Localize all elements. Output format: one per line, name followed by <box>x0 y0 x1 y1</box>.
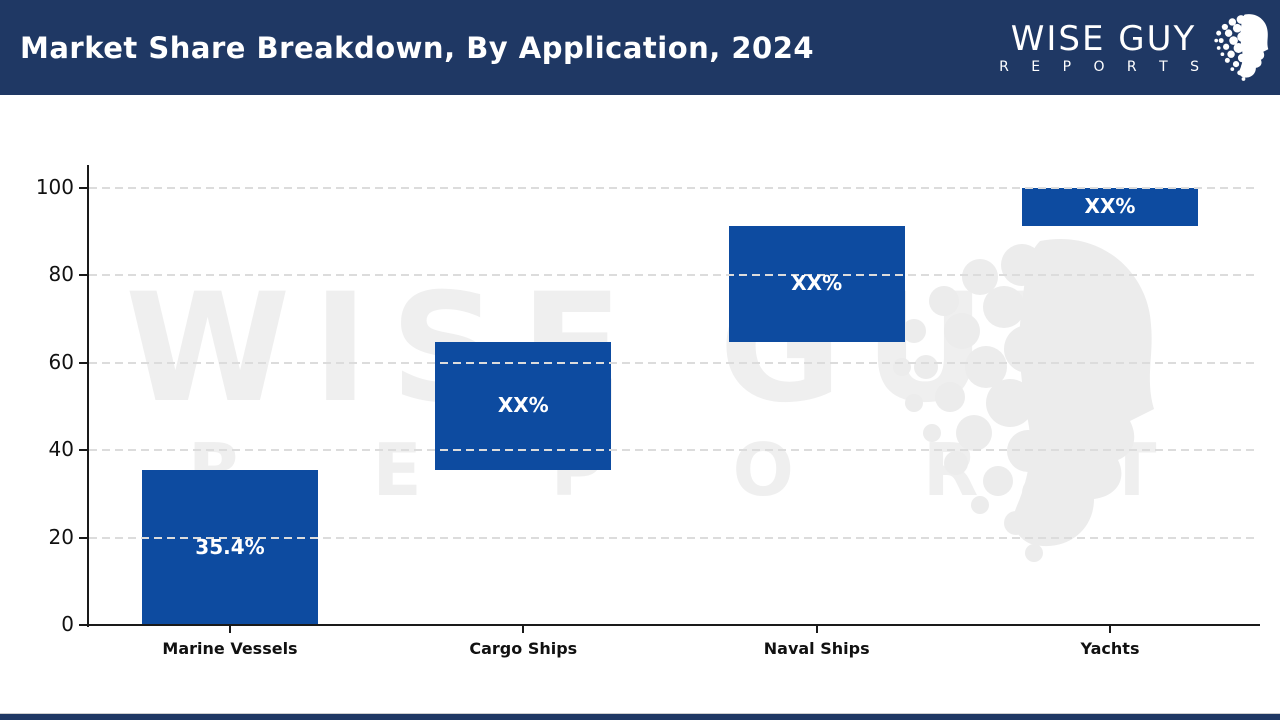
y-tick-mark <box>79 186 88 189</box>
y-tick-label: 20 <box>48 524 74 549</box>
y-tick-label: 40 <box>48 437 74 461</box>
y-tick-label: 60 <box>48 349 74 374</box>
logo-wiseguy-text: WISE GUY <box>1010 18 1197 59</box>
logo-head-icon <box>1210 9 1272 87</box>
gridline <box>89 186 1258 189</box>
y-tick-mark <box>79 536 88 539</box>
bar-segment <box>1022 187 1198 226</box>
x-tick-mark <box>229 626 231 633</box>
y-tick-mark <box>79 449 88 451</box>
bar-value-label: XX% <box>791 270 843 295</box>
gridline <box>89 274 1258 276</box>
bar-segment <box>728 226 905 342</box>
logo-reports-text: R E P O R T S <box>999 58 1208 75</box>
gridline <box>89 536 1258 539</box>
y-axis-line <box>87 165 89 627</box>
bar-segment <box>142 470 318 625</box>
y-tick-mark <box>79 361 88 364</box>
page-title: Market Share Breakdown, By Application, … <box>20 30 815 65</box>
bar-value-label: XX% <box>497 392 549 417</box>
x-tick-mark <box>1109 626 1111 633</box>
gridline <box>89 361 1258 364</box>
x-axis-label: Yachts <box>1080 639 1140 658</box>
wise-guy-reports-logo: WISE GUY R E P O R T S <box>999 0 1272 95</box>
footer-strip <box>0 713 1280 720</box>
x-tick-mark <box>815 626 818 633</box>
y-tick-label: 80 <box>48 262 74 286</box>
gridline <box>89 449 1258 451</box>
header-bar: Market Share Breakdown, By Application, … <box>0 0 1280 95</box>
x-axis-label: Naval Ships <box>763 639 870 658</box>
x-tick-mark <box>522 626 525 633</box>
bar-value-label: 35.4% <box>195 534 265 559</box>
logo-wordmark: WISE GUY R E P O R T S <box>999 21 1208 75</box>
x-axis-line <box>87 624 1260 626</box>
y-tick-label: 100 <box>35 174 74 199</box>
x-axis-label: Marine Vessels <box>162 639 298 658</box>
y-tick-mark <box>79 274 88 276</box>
watermark-head-icon <box>872 222 1172 584</box>
y-tick-mark <box>79 624 88 626</box>
y-tick-label: 0 <box>61 612 74 636</box>
x-axis-label: Cargo Ships <box>469 639 578 658</box>
bar-value-label: XX% <box>1084 193 1136 218</box>
